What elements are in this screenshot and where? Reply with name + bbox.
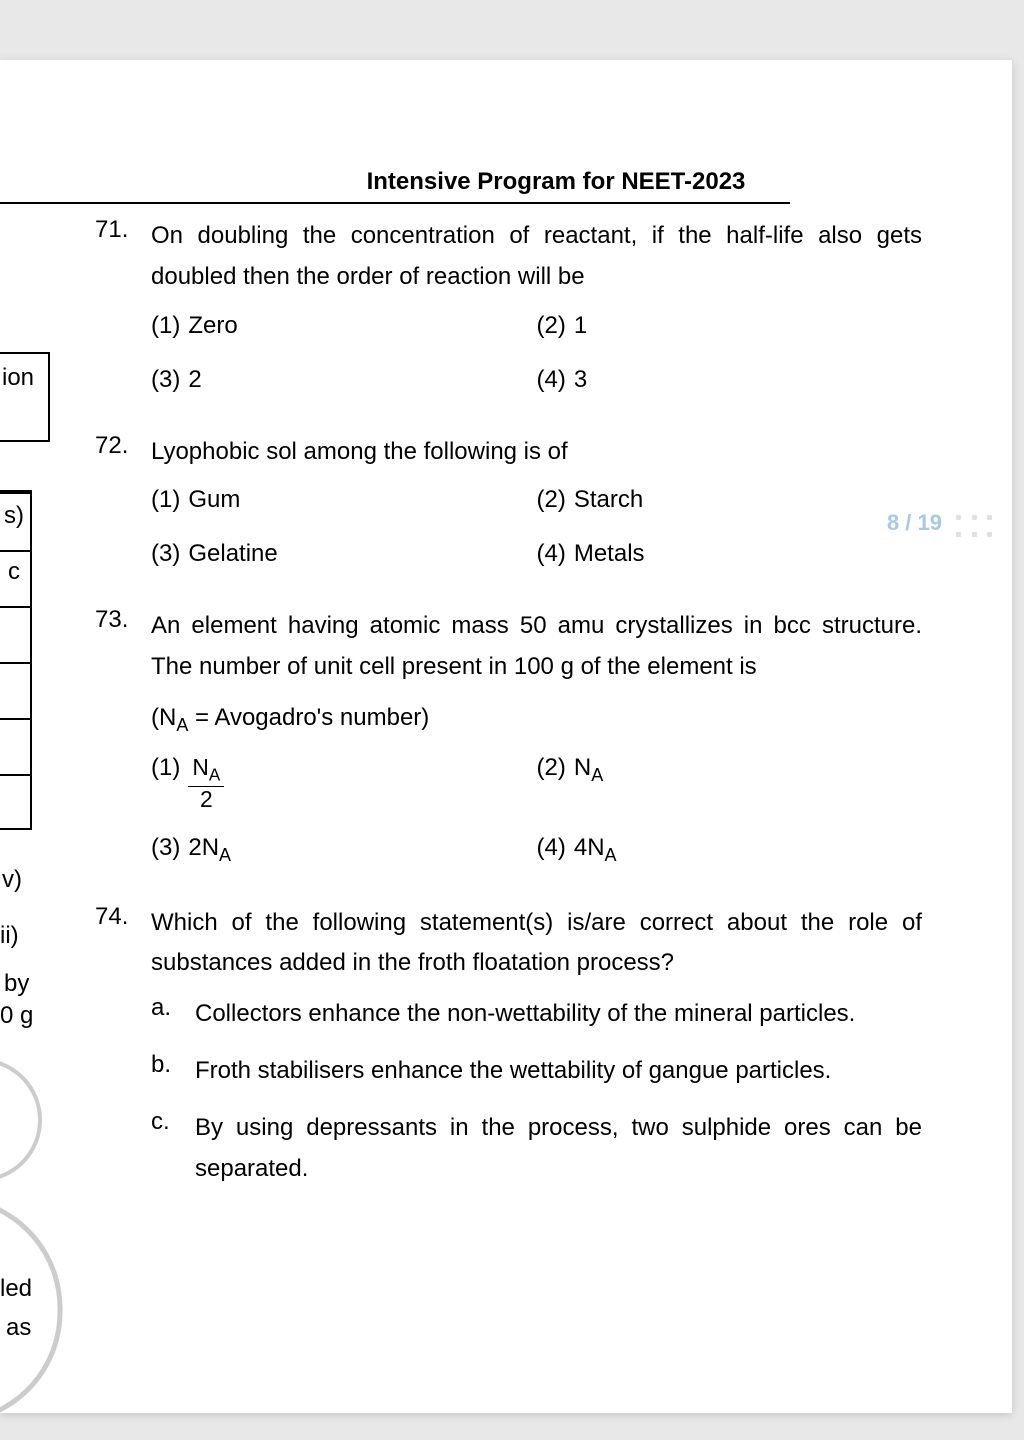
question-body: On doubling the concentration of reactan…	[151, 216, 922, 416]
question-body: Lyophobic sol among the following is of …	[151, 432, 922, 591]
option: (2) NA	[537, 750, 923, 811]
fragment-text: s)	[4, 502, 24, 530]
question: 71. On doubling the concentration of rea…	[95, 216, 922, 416]
page-indicator-watermark: 8 / 19	[887, 510, 942, 536]
question-note: (NA = Avogadro's number)	[151, 698, 922, 740]
sub-option: c. By using depressants in the process, …	[151, 1108, 922, 1190]
options: (1)Gum (2)Starch (3)Gelatine (4)Metals	[151, 482, 922, 590]
sub-option: b. Froth stabilisers enhance the wettabi…	[151, 1051, 922, 1092]
sub-options: a. Collectors enhance the non-wettabilit…	[151, 994, 922, 1189]
fragment-text: by	[4, 970, 29, 998]
page-title: Intensive Program for NEET-2023	[0, 168, 1012, 196]
question-text: Which of the following statement(s) is/a…	[151, 903, 922, 985]
question-number: 72.	[95, 432, 151, 591]
question: 74. Which of the following statement(s) …	[95, 903, 922, 1206]
option: (2)1	[537, 308, 923, 344]
question: 72. Lyophobic sol among the following is…	[95, 432, 922, 591]
question-text: On doubling the concentration of reactan…	[151, 216, 922, 298]
sub-option: a. Collectors enhance the non-wettabilit…	[151, 994, 922, 1035]
option: (4)Metals	[537, 536, 923, 572]
page: Intensive Program for NEET-2023 8 / 19 7…	[0, 60, 1012, 1413]
question-body: An element having atomic mass 50 amu cry…	[151, 606, 922, 886]
question-body: Which of the following statement(s) is/a…	[151, 903, 922, 1206]
option: (3) 2NA	[151, 830, 537, 869]
fragment-text: c	[8, 558, 20, 586]
option: (1)Gum	[151, 482, 537, 518]
question-text: Lyophobic sol among the following is of	[151, 432, 922, 473]
questions-area: 71. On doubling the concentration of rea…	[0, 204, 1012, 1205]
question: 73. An element having atomic mass 50 amu…	[95, 606, 922, 886]
question-number: 71.	[95, 216, 151, 416]
table-fragment	[0, 490, 32, 830]
fragment-text: ii)	[0, 922, 19, 950]
option: (1)Zero	[151, 308, 537, 344]
options: (1)Zero (2)1 (3)2 (4)3	[151, 308, 922, 416]
option: (3)2	[151, 362, 537, 398]
drag-handle-icon	[956, 515, 992, 537]
question-number: 73.	[95, 606, 151, 886]
option: (1) NA 2	[151, 750, 537, 811]
left-edge-fragments: ion s) c v) ii) by 0 g led as	[0, 60, 60, 1413]
fragment-text: ion	[2, 364, 34, 392]
options: (1) NA 2 (2) NA (3) 2NA	[151, 750, 922, 886]
fraction: NA 2	[188, 755, 224, 811]
option: (3)Gelatine	[151, 536, 537, 572]
option: (4)3	[537, 362, 923, 398]
question-text: An element having atomic mass 50 amu cry…	[151, 606, 922, 688]
watermark-curve-icon	[0, 1020, 70, 1440]
fragment-text: v)	[2, 866, 22, 894]
option: (2)Starch	[537, 482, 923, 518]
option: (4) 4NA	[537, 830, 923, 869]
question-number: 74.	[95, 903, 151, 1206]
